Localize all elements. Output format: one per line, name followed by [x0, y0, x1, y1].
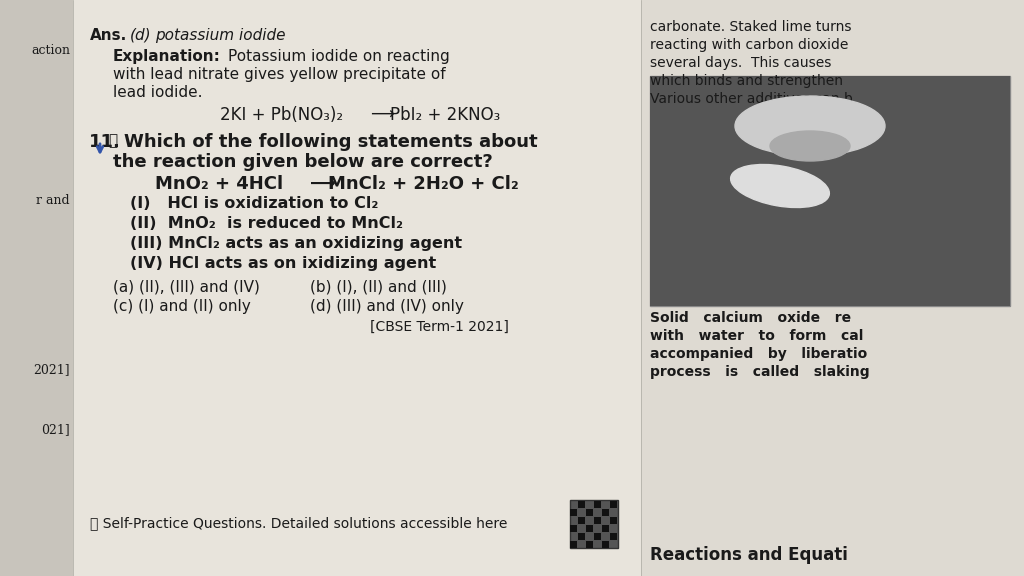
Text: Which of the following statements about: Which of the following statements about	[124, 133, 538, 151]
Bar	[602, 509, 609, 516]
Bar	[594, 517, 601, 524]
Bar	[570, 500, 618, 548]
Bar	[586, 525, 593, 532]
Bar	[578, 501, 585, 508]
Text: (II)  MnO₂  is reduced to MnCl₂: (II) MnO₂ is reduced to MnCl₂	[130, 216, 403, 231]
Text: (a) (II), (III) and (IV): (a) (II), (III) and (IV)	[113, 279, 260, 294]
Text: (b) (I), (II) and (III): (b) (I), (II) and (III)	[310, 279, 446, 294]
Text: [CBSE Term-1 2021]: [CBSE Term-1 2021]	[370, 320, 509, 334]
Bar	[650, 76, 1010, 306]
Text: Reactions and Equati: Reactions and Equati	[650, 546, 848, 564]
Text: ⟶: ⟶	[310, 175, 336, 193]
Bar	[650, 76, 1010, 306]
Bar	[73, 0, 641, 576]
Text: (d): (d)	[130, 28, 152, 43]
Text: the reaction given below are correct?: the reaction given below are correct?	[113, 153, 493, 171]
Text: r and: r and	[37, 194, 70, 207]
Text: (c) (I) and (II) only: (c) (I) and (II) only	[113, 299, 251, 314]
Text: (I)   HCl is oxidization to Cl₂: (I) HCl is oxidization to Cl₂	[130, 196, 379, 211]
Bar	[610, 517, 617, 524]
Bar	[586, 541, 593, 548]
Text: 021]: 021]	[41, 423, 70, 437]
Text: (d) (III) and (IV) only: (d) (III) and (IV) only	[310, 299, 464, 314]
Text: ⟶: ⟶	[370, 106, 394, 124]
Text: with lead nitrate gives yellow precipitate of: with lead nitrate gives yellow precipita…	[113, 67, 445, 82]
Text: Explanation:: Explanation:	[113, 49, 221, 64]
Text: potassium iodide: potassium iodide	[155, 28, 286, 43]
Bar	[641, 0, 1024, 576]
Text: with   water   to   form   cal: with water to form cal	[650, 329, 863, 343]
Text: PbI₂ + 2KNO₃: PbI₂ + 2KNO₃	[390, 106, 501, 124]
Bar	[0, 0, 73, 576]
Text: 2021]: 2021]	[34, 363, 70, 377]
Text: reacting with carbon dioxide: reacting with carbon dioxide	[650, 38, 848, 52]
Text: ⓡ Self-Practice Questions. Detailed solutions accessible here: ⓡ Self-Practice Questions. Detailed solu…	[90, 516, 507, 530]
Bar	[594, 501, 601, 508]
Bar	[610, 533, 617, 540]
Text: Ans.: Ans.	[90, 28, 127, 43]
Text: MnCl₂ + 2H₂O + Cl₂: MnCl₂ + 2H₂O + Cl₂	[328, 175, 519, 193]
Text: 2KI + Pb(NO₃)₂: 2KI + Pb(NO₃)₂	[220, 106, 343, 124]
Text: lead iodide.: lead iodide.	[113, 85, 203, 100]
Text: action: action	[31, 44, 70, 56]
Bar	[586, 509, 593, 516]
Bar	[578, 517, 585, 524]
Text: Various other additives can b: Various other additives can b	[650, 92, 853, 106]
Ellipse shape	[770, 131, 850, 161]
Text: Solid   calcium   oxide   re: Solid calcium oxide re	[650, 311, 851, 325]
Text: carbonate. Staked lime turns: carbonate. Staked lime turns	[650, 20, 852, 34]
Text: (III) MnCl₂ acts as an oxidizing agent: (III) MnCl₂ acts as an oxidizing agent	[130, 236, 462, 251]
Bar	[602, 525, 609, 532]
Ellipse shape	[735, 96, 885, 156]
Bar	[602, 541, 609, 548]
Text: Potassium iodide on reacting: Potassium iodide on reacting	[228, 49, 450, 64]
Text: several days.  This causes: several days. This causes	[650, 56, 831, 70]
Text: (IV) HCl acts as on ixidizing agent: (IV) HCl acts as on ixidizing agent	[130, 256, 436, 271]
Text: which binds and strengthen: which binds and strengthen	[650, 74, 843, 88]
Text: ⓡ: ⓡ	[108, 133, 117, 148]
Bar	[578, 533, 585, 540]
Bar	[570, 541, 577, 548]
Bar	[570, 509, 577, 516]
Text: MnO₂ + 4HCl: MnO₂ + 4HCl	[155, 175, 283, 193]
Bar	[594, 533, 601, 540]
Bar	[570, 525, 577, 532]
Ellipse shape	[731, 165, 829, 207]
Text: accompanied   by   liberatio: accompanied by liberatio	[650, 347, 867, 361]
Bar	[610, 501, 617, 508]
Text: process   is   called   slaking: process is called slaking	[650, 365, 869, 379]
Text: 11.: 11.	[89, 133, 121, 151]
